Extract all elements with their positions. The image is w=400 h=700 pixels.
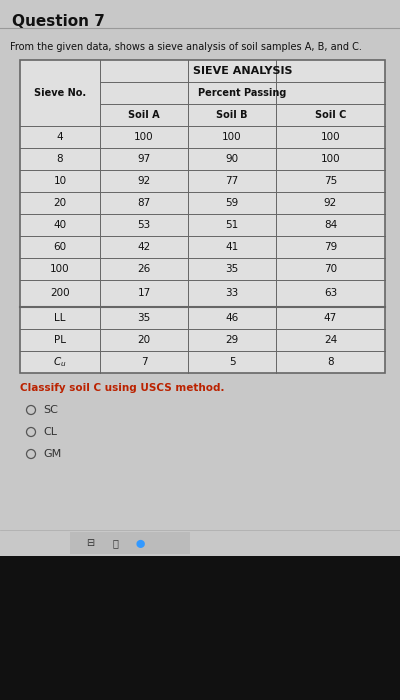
Text: 100: 100 [50, 264, 70, 274]
Text: 100: 100 [222, 132, 242, 142]
Text: 84: 84 [324, 220, 337, 230]
Text: 60: 60 [54, 242, 66, 252]
Text: 24: 24 [324, 335, 337, 345]
Text: 10: 10 [54, 176, 66, 186]
Text: 46: 46 [225, 313, 239, 323]
Text: LL: LL [54, 313, 66, 323]
Text: 26: 26 [137, 264, 151, 274]
Text: 7: 7 [141, 357, 147, 367]
Bar [20, 60, 385, 373]
Text: 42: 42 [137, 242, 151, 252]
Text: 75: 75 [324, 176, 337, 186]
Text: 97: 97 [137, 154, 151, 164]
Text: $C_u$: $C_u$ [53, 355, 67, 369]
Text: 59: 59 [225, 198, 239, 208]
Text: 17: 17 [137, 288, 151, 298]
Text: 87: 87 [137, 198, 151, 208]
Text: 92: 92 [137, 176, 151, 186]
Text: 47: 47 [324, 313, 337, 323]
Text: 79: 79 [324, 242, 337, 252]
Text: 90: 90 [226, 154, 238, 164]
Text: 5: 5 [229, 357, 235, 367]
Text: Soil A: Soil A [128, 110, 160, 120]
Text: 4: 4 [57, 132, 63, 142]
Text: 8: 8 [327, 357, 334, 367]
Text: ⊟: ⊟ [86, 538, 94, 548]
Text: 8: 8 [57, 154, 63, 164]
Text: From the given data, shows a sieve analysis of soil samples A, B, and C.: From the given data, shows a sieve analy… [10, 42, 362, 52]
Text: 53: 53 [137, 220, 151, 230]
Text: SIEVE ANALYSIS: SIEVE ANALYSIS [193, 66, 292, 76]
Text: 41: 41 [225, 242, 239, 252]
Text: 20: 20 [54, 198, 66, 208]
Bar [70, 532, 190, 554]
Text: GM: GM [43, 449, 61, 459]
Text: 92: 92 [324, 198, 337, 208]
Text: 100: 100 [134, 132, 154, 142]
Text: Soil C: Soil C [315, 110, 346, 120]
Text: Classify soil C using USCS method.: Classify soil C using USCS method. [20, 383, 224, 393]
Text: Sieve No.: Sieve No. [34, 88, 86, 98]
Text: 20: 20 [138, 335, 150, 345]
Text: 🏠: 🏠 [112, 538, 118, 548]
Text: ⬤: ⬤ [135, 538, 145, 547]
Text: SC: SC [43, 405, 58, 415]
Bar [20, 60, 385, 373]
Text: 70: 70 [324, 264, 337, 274]
Text: 77: 77 [225, 176, 239, 186]
Text: Question 7: Question 7 [12, 14, 105, 29]
Text: PL: PL [54, 335, 66, 345]
Text: 29: 29 [225, 335, 239, 345]
Text: 40: 40 [54, 220, 66, 230]
Text: 200: 200 [50, 288, 70, 298]
Text: 100: 100 [321, 132, 340, 142]
Text: 100: 100 [321, 154, 340, 164]
Text: 33: 33 [225, 288, 239, 298]
Text: CL: CL [43, 427, 57, 437]
Text: 51: 51 [225, 220, 239, 230]
Text: Soil B: Soil B [216, 110, 248, 120]
Text: 35: 35 [225, 264, 239, 274]
Bar [0, 556, 400, 700]
Text: 63: 63 [324, 288, 337, 298]
Text: Percent Passing: Percent Passing [198, 88, 287, 98]
Text: 35: 35 [137, 313, 151, 323]
